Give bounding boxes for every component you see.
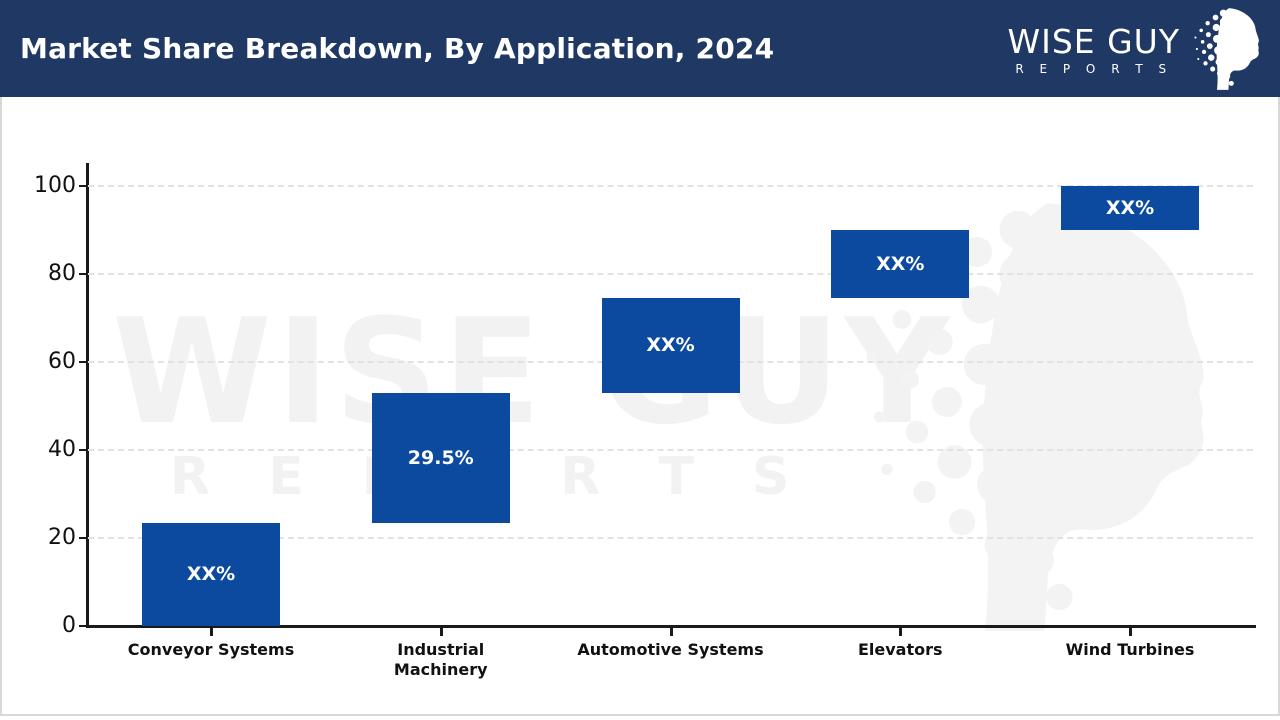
brand-logo-text: WISE GUY R E P O R T S	[1007, 22, 1180, 76]
bar-value-label: XX%	[876, 253, 925, 276]
y-tick-label: 0	[62, 613, 76, 638]
bar: XX%	[831, 230, 970, 299]
y-tick-mark	[79, 537, 88, 539]
x-axis-line	[86, 625, 1256, 628]
x-tick-label: Conveyor Systems	[127, 640, 295, 659]
page-title: Market Share Breakdown, By Application, …	[20, 32, 775, 65]
y-axis-line	[86, 163, 89, 626]
x-tick-mark	[1129, 627, 1132, 636]
bar: XX%	[1061, 186, 1199, 230]
x-tick-mark	[210, 627, 213, 636]
y-tick-mark	[79, 361, 88, 363]
y-tick-mark	[79, 185, 88, 187]
y-tick-label: 40	[48, 437, 76, 462]
brand-dotted-head-icon	[1194, 8, 1259, 90]
y-tick-mark	[79, 273, 88, 275]
header-bar: Market Share Breakdown, By Application, …	[0, 0, 1280, 97]
y-tick-label: 100	[34, 173, 76, 198]
bar-value-label: XX%	[1105, 197, 1155, 219]
x-tick-label: Wind Turbines	[1065, 640, 1195, 659]
x-tick-mark	[669, 627, 673, 636]
brand-logo: WISE GUY R E P O R T S	[1007, 4, 1270, 94]
gridline	[88, 449, 1253, 451]
gridline	[88, 185, 1253, 187]
brand-name: WISE GUY	[1007, 22, 1180, 61]
x-tick-mark	[899, 627, 903, 636]
gridline	[88, 273, 1253, 275]
bar: XX%	[142, 522, 280, 626]
y-tick-label: 60	[48, 349, 76, 374]
bar: XX%	[601, 298, 740, 393]
x-tick-label: Automotive Systems	[577, 640, 764, 659]
y-tick-mark	[79, 449, 88, 451]
x-tick-mark	[439, 627, 443, 636]
y-tick-mark	[79, 625, 88, 627]
x-tick-label: Elevators	[857, 640, 943, 659]
gridline	[88, 537, 1253, 539]
bar-value-label: XX%	[646, 334, 695, 357]
bar-value-label: XX%	[186, 563, 236, 586]
bar: 29.5%	[371, 392, 510, 523]
x-tick-label: Industrial Machinery	[393, 640, 488, 679]
brand-tagline: R E P O R T S	[1015, 62, 1173, 76]
y-tick-label: 20	[48, 525, 76, 550]
bar-value-label: 29.5%	[407, 446, 474, 469]
y-tick-label: 80	[48, 261, 76, 286]
